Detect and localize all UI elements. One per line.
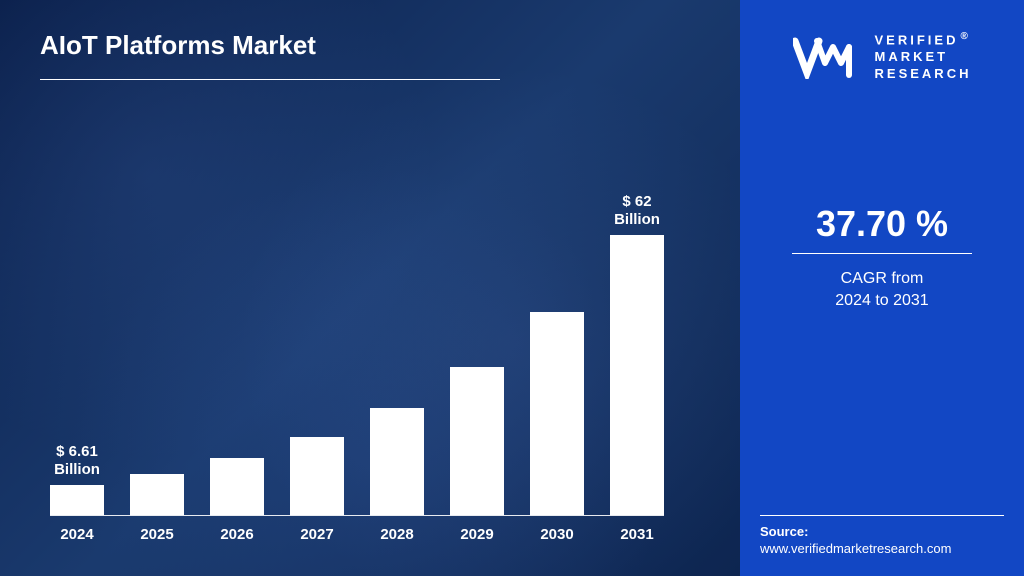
logo-text: VERIFIED® MARKET RESEARCH <box>875 30 972 83</box>
bar-group: 2026 <box>210 176 264 515</box>
chart-panel: AIoT Platforms Market $ 6.61Billion20242… <box>0 0 740 576</box>
bar-group: 2030 <box>530 176 584 515</box>
brand-logo: VERIFIED® MARKET RESEARCH <box>793 30 972 83</box>
source-block: Source: www.verifiedmarketresearch.com <box>760 515 1004 556</box>
bar <box>370 408 424 515</box>
cagr-value: 37.70 % <box>816 203 948 245</box>
bar <box>610 235 664 515</box>
logo-line1: VERIFIED <box>875 32 959 47</box>
cagr-label: CAGR from 2024 to 2031 <box>835 268 928 313</box>
bar-year-label: 2024 <box>60 526 93 543</box>
cagr-underline <box>792 253 972 254</box>
bar-group: $ 62Billion2031 <box>610 176 664 515</box>
bar-value-label: $ 62Billion <box>614 193 660 229</box>
bar-year-label: 2026 <box>220 526 253 543</box>
bar <box>530 312 584 515</box>
bar-year-label: 2027 <box>300 526 333 543</box>
bar-group: 2025 <box>130 176 184 515</box>
cagr-label-line1: CAGR from <box>835 268 928 290</box>
bar-year-label: 2029 <box>460 526 493 543</box>
source-label: Source: <box>760 524 1004 539</box>
source-url: www.verifiedmarketresearch.com <box>760 541 1004 556</box>
bar-group: 2028 <box>370 176 424 515</box>
bar-year-label: 2028 <box>380 526 413 543</box>
bar-year-label: 2030 <box>540 526 573 543</box>
bar-year-label: 2025 <box>140 526 173 543</box>
logo-line3: RESEARCH <box>875 66 972 83</box>
bar <box>290 437 344 515</box>
title-underline <box>40 79 500 80</box>
bar-year-label: 2031 <box>620 526 653 543</box>
bar <box>130 474 184 515</box>
logo-line2: MARKET <box>875 49 972 66</box>
page-title: AIoT Platforms Market <box>40 30 700 61</box>
cagr-label-line2: 2024 to 2031 <box>835 290 928 312</box>
bar <box>50 485 104 515</box>
bar <box>450 367 504 515</box>
info-panel: VERIFIED® MARKET RESEARCH 37.70 % CAGR f… <box>740 0 1024 576</box>
bar-group: 2029 <box>450 176 504 515</box>
chart-area: $ 6.61Billion202420252026202720282029203… <box>40 90 700 556</box>
bar-group: 2027 <box>290 176 344 515</box>
bars-container: $ 6.61Billion2024 2025 2026 2027 2028 2029 203… <box>50 176 664 516</box>
logo-mark-icon <box>793 35 865 79</box>
registered-icon: ® <box>960 31 970 42</box>
bar-group: $ 6.61Billion2024 <box>50 176 104 515</box>
bar-value-label: $ 6.61Billion <box>54 443 100 479</box>
bar <box>210 458 264 515</box>
